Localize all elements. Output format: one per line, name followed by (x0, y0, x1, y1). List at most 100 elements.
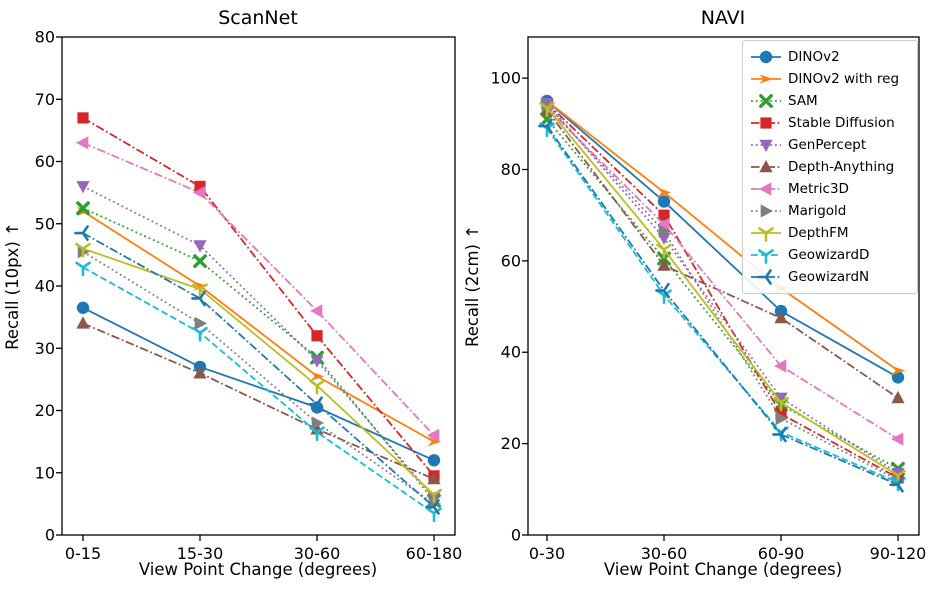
geowizardd-marker (75, 261, 91, 277)
axes-layer: 0 10 20 30 40 50 60 70 80 0-15 15-30 30-60 60-180 0 20… (35, 28, 927, 564)
legend-item-label: GeowizardD (788, 247, 870, 263)
line-geowizardn (82, 232, 435, 508)
genpercept-marker (310, 355, 324, 368)
legend: DINOv2 DINOv2 with reg SAM Stable Diffusion… (742, 40, 918, 294)
geowizardn-marker (308, 396, 323, 413)
marigold-marker (541, 98, 554, 113)
depth-anything-marker (774, 310, 788, 324)
depthfm-marker (539, 102, 555, 117)
y-tick-label: 100 (490, 69, 521, 88)
line-depthfm (82, 247, 435, 496)
scannet-yaxis-label: Recall (10px) ↑ (3, 222, 22, 350)
legend-item-label: Depth-Anything (788, 159, 895, 175)
series-marigold-scannet (77, 245, 441, 511)
depth-anything-marker (427, 471, 441, 485)
legend-marker-glyph (759, 94, 773, 108)
geowizardn-marker (74, 225, 89, 241)
legend-item-genpercept: GenPercept (749, 134, 913, 156)
stable-diffusion-marker (311, 330, 323, 342)
line-geowizardd (82, 266, 435, 514)
depth-anything-marker (76, 316, 90, 329)
legend-item-geowizardn: GeowizardN (749, 266, 913, 288)
legend-marker-glyph (759, 182, 772, 196)
scannet-title: ScanNet (218, 7, 298, 29)
depth-anything-marker (193, 366, 207, 379)
marigold-marker (194, 316, 207, 330)
line-depth-anything (82, 322, 435, 480)
depthfm-marker (656, 243, 672, 259)
legend-item-label: Marigold (788, 203, 847, 219)
stable-diffusion-marker (775, 408, 787, 420)
y-tick-label: 0 (511, 526, 521, 545)
depthfm-legend-marker (751, 227, 781, 242)
sam-marker (76, 201, 90, 216)
series-depthfm-navi (539, 102, 906, 485)
x-tick-label: 15-30 (177, 544, 224, 563)
metric3d-marker (891, 432, 904, 446)
series-genpercept-scannet (76, 181, 441, 505)
y-tick-label: 30 (35, 339, 55, 358)
geowizardn-marker (538, 118, 553, 134)
series-metric3d-scannet (76, 136, 440, 442)
legend-marker-glyph (760, 117, 772, 129)
legend-item-label: SAM (788, 93, 818, 109)
navi-title: NAVI (701, 7, 746, 29)
legend-item-label: GeowizardN (788, 269, 870, 285)
navi-xaxis-label: View Point Change (degrees) (604, 560, 842, 579)
marigold-marker (775, 411, 788, 426)
navi-axes: 0 20 40 60 80 100 0-30 30-60 60-90 90-120 (490, 36, 926, 563)
legend-marker-glyph (759, 139, 773, 152)
series-geowizardn-navi (538, 118, 904, 493)
depthfm-marker (773, 396, 789, 412)
dinov2-marker (891, 371, 905, 384)
scannet-xaxis-label: View Point Change (degrees) (139, 560, 377, 579)
legend-marker-glyph (760, 204, 773, 218)
y-tick-label: 10 (35, 463, 55, 482)
line-stable-diffusion (82, 117, 435, 477)
geowizardn-marker (425, 499, 440, 515)
line-dinov2 (82, 306, 435, 462)
navi-yaxis-label: Recall (2cm) ↑ (463, 225, 482, 347)
legend-marker-glyph (759, 160, 773, 173)
metric3d-marker (193, 186, 206, 200)
plot-border (527, 36, 920, 536)
line-geowizardn (546, 125, 899, 486)
legend-item-label: Stable Diffusion (788, 115, 895, 131)
metric3d-legend-marker (751, 182, 781, 196)
legend-item-dinov2: DINOv2 (749, 46, 913, 68)
x-tick-label: 0-15 (65, 544, 101, 563)
y-tick-label: 70 (35, 90, 55, 109)
dinov2-with-reg-marker (427, 437, 442, 447)
sam-legend-marker (751, 94, 781, 108)
series-dinov2-with-reg-scannet (76, 206, 442, 447)
metric3d-marker (657, 217, 670, 231)
y-tick-label: 60 (35, 152, 55, 171)
geowizardn-marker (191, 290, 206, 307)
x-tick-label: 30-60 (641, 544, 688, 563)
legend-item-depth-anything: Depth-Anything (749, 156, 913, 178)
series-sam-scannet (76, 201, 441, 508)
line-stable-diffusion (546, 102, 899, 479)
metric3d-marker (76, 136, 89, 150)
legend-marker-glyph (758, 227, 774, 242)
line-depth-anything (546, 109, 899, 399)
stable-diffusion-marker (658, 209, 670, 221)
dinov2-marker (657, 195, 671, 208)
series-depthfm-scannet (75, 242, 442, 504)
geowizardd-marker (192, 326, 208, 342)
legend-item-label: GenPercept (788, 137, 867, 153)
depthfm-marker (75, 242, 91, 258)
line-depthfm (546, 107, 899, 477)
y-tick-label: 40 (35, 277, 55, 296)
x-tick-label: 60-180 (406, 544, 463, 563)
series-geowizardn-scannet (74, 225, 440, 515)
stable-diffusion-marker (77, 112, 89, 124)
dinov2-with-reg-marker (310, 371, 325, 381)
metric3d-marker (427, 428, 440, 442)
depthfm-marker (309, 379, 325, 395)
legend-item-depthfm: DepthFM (749, 222, 913, 244)
marigold-legend-marker (751, 204, 781, 218)
depth-anything-legend-marker (751, 160, 781, 173)
